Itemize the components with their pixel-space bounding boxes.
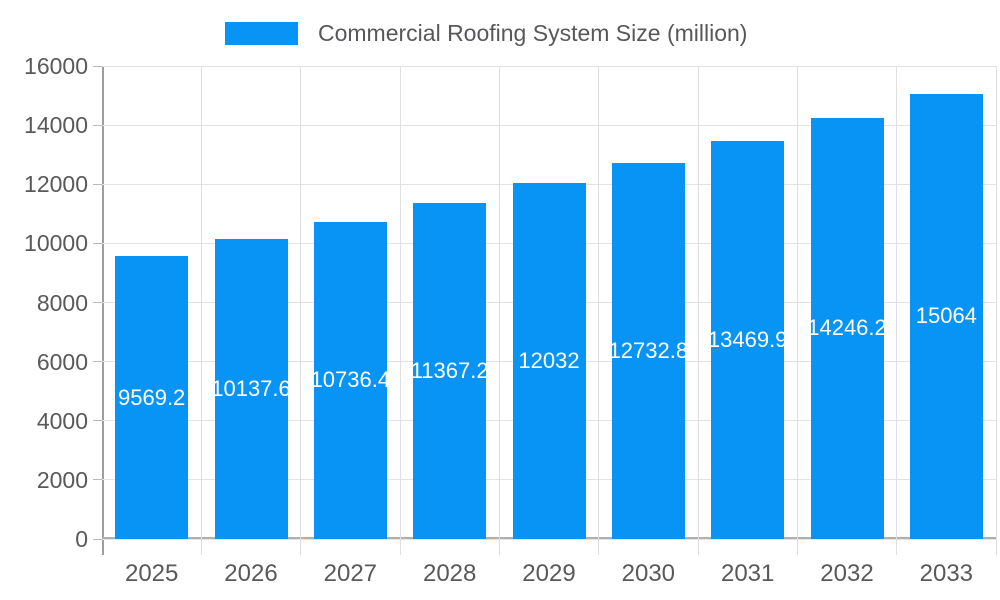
bar-value-label: 13469.9 (711, 326, 785, 352)
bar-value-label: 12032 (518, 348, 580, 374)
v-gridline (399, 66, 401, 555)
legend-swatch (225, 21, 298, 45)
y-tick-label: 16000 (24, 53, 88, 79)
v-gridline (995, 66, 997, 555)
x-tick-label: 2029 (522, 560, 576, 587)
x-tick-label: 2026 (224, 560, 278, 587)
bar-value-label: 14246.2 (810, 315, 884, 341)
bar-2027: 10736.4 (313, 221, 387, 539)
bar-2029: 12032 (512, 183, 586, 539)
y-axis-line (102, 66, 104, 555)
y-tick-label: 8000 (36, 289, 88, 316)
v-gridline (300, 66, 302, 555)
plot-area: 9569.2 10137.6 10736.4 11367.2 12032 12732.8 1… (102, 65, 997, 555)
legend-label: Commercial Roofing System Size (million) (318, 19, 748, 46)
v-gridline (200, 66, 202, 555)
bar-value-label: 9569.2 (118, 384, 186, 410)
bar-value-label: 10137.6 (214, 376, 288, 402)
y-tick-label: 10000 (24, 230, 88, 257)
h-gridline (102, 65, 996, 67)
y-tick (93, 538, 102, 540)
x-tick-label: 2030 (621, 560, 676, 587)
x-tick-label: 2033 (919, 560, 974, 587)
bar-2031: 13469.9 (711, 140, 785, 539)
y-tick-label: 4000 (36, 407, 88, 434)
y-tick-label: 2000 (36, 466, 88, 493)
y-tick-label: 14000 (24, 112, 88, 139)
y-tick (93, 65, 102, 67)
y-tick-label: 12000 (24, 171, 88, 198)
y-axis-labels: 0 2000 4000 6000 8000 10000 12000 14000 16000 (0, 54, 88, 551)
bar-2033: 15064 (909, 93, 983, 539)
y-tick (93, 302, 102, 303)
bar-value-label: 10736.4 (313, 367, 387, 393)
x-tick-label: 2031 (720, 560, 775, 587)
y-tick-label: 0 (75, 526, 88, 552)
x-tick-label: 2032 (820, 560, 874, 587)
x-tick-label: 2025 (124, 560, 179, 587)
y-tick (93, 420, 102, 422)
y-tick (93, 361, 102, 363)
bar-2026: 10137.6 (214, 239, 288, 539)
chart-legend: Commercial Roofing System Size (million) (225, 18, 747, 48)
v-gridline (896, 66, 898, 555)
bar-2028: 11367.2 (413, 202, 487, 539)
bar-value-label: 11367.2 (413, 357, 487, 383)
bar-2032: 14246.2 (810, 117, 884, 539)
v-gridline (697, 66, 699, 555)
v-gridline (598, 66, 600, 555)
y-tick-label: 6000 (36, 348, 88, 375)
h-gridline (102, 538, 996, 540)
bar-value-label: 15064 (915, 303, 977, 329)
x-tick-label: 2028 (422, 560, 477, 587)
h-gridline (102, 124, 996, 126)
v-gridline (796, 66, 798, 555)
v-gridline (498, 66, 500, 555)
y-tick (93, 124, 102, 126)
y-tick (93, 183, 102, 185)
bar-2030: 12732.8 (611, 162, 685, 539)
x-tick-label: 2027 (323, 560, 378, 587)
y-tick (93, 242, 102, 244)
bar-value-label: 12732.8 (611, 337, 685, 363)
y-tick (93, 479, 102, 481)
bar-2025: 9569.2 (115, 256, 189, 539)
